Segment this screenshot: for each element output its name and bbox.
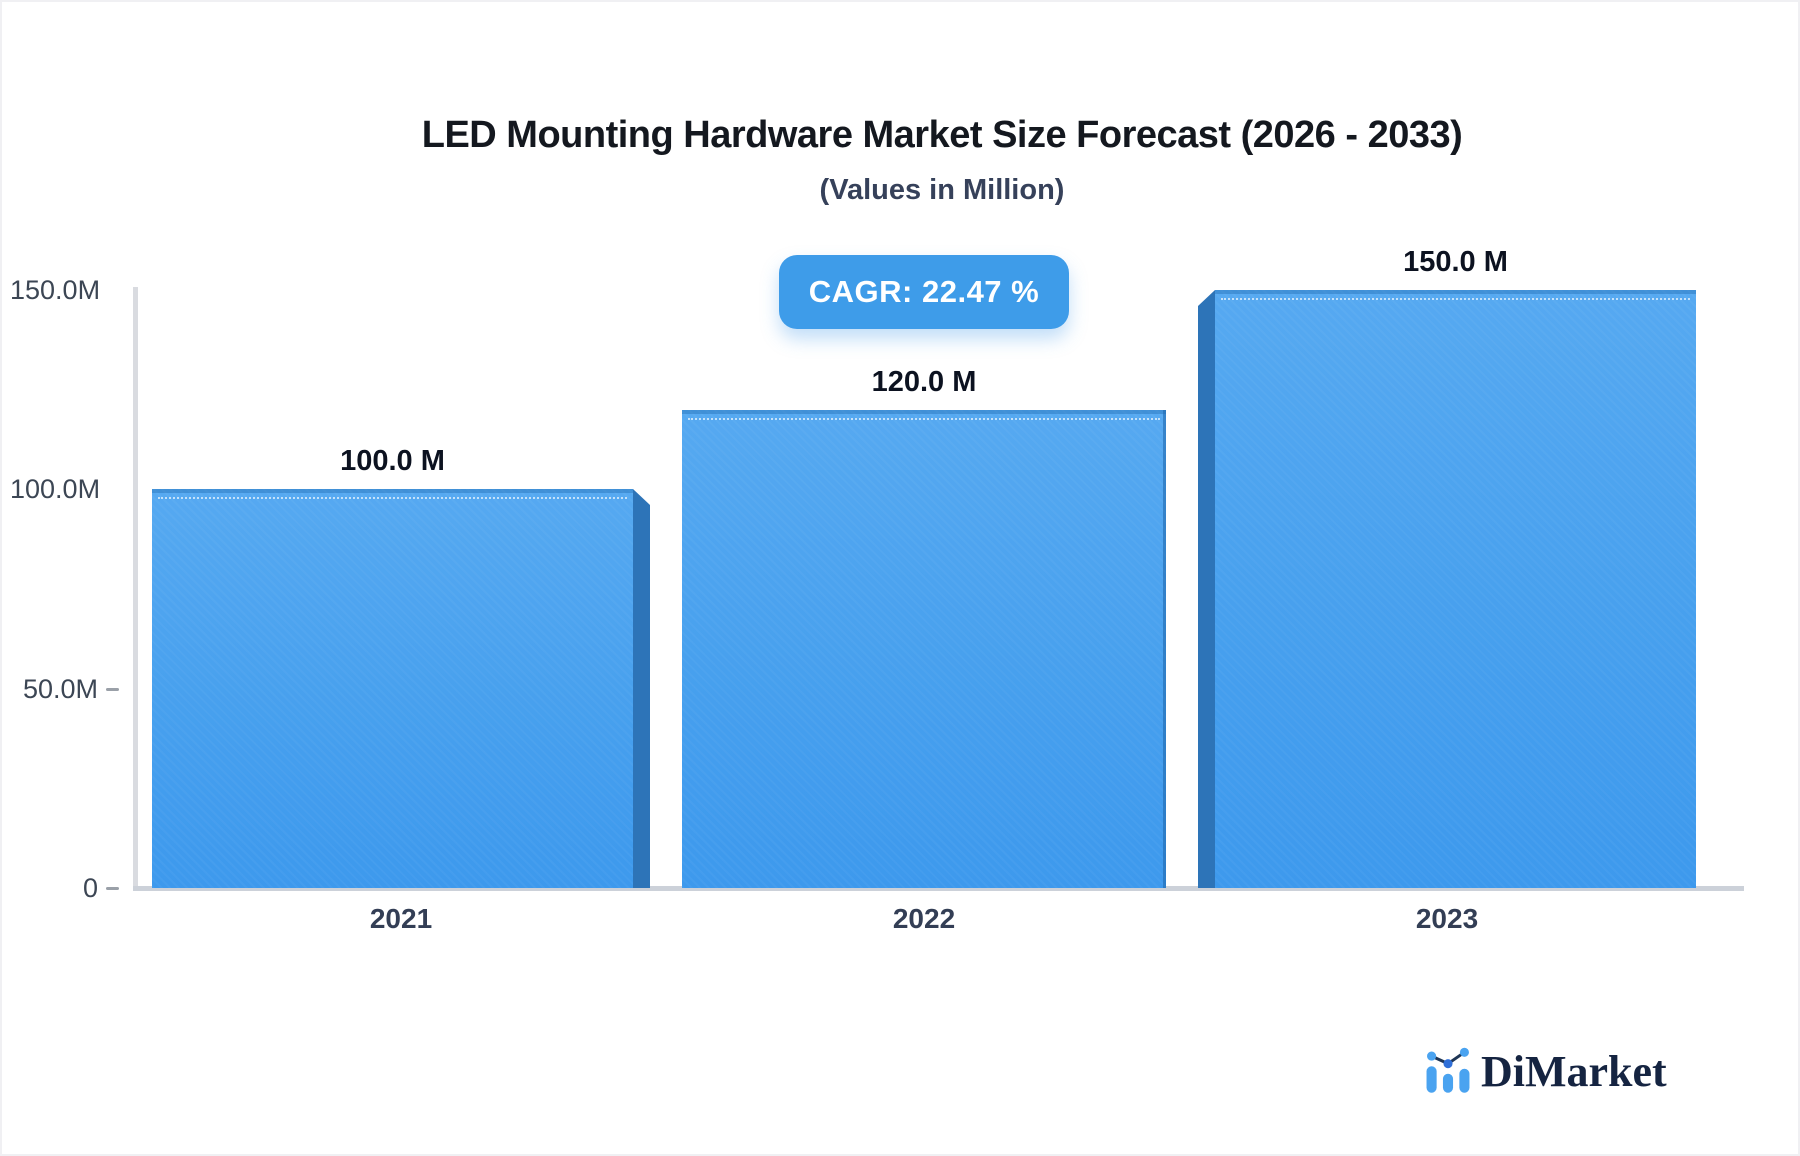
x-axis-tick-label: 2022 bbox=[892, 903, 956, 934]
y-axis-tick-mark bbox=[106, 887, 119, 890]
bar-line-chart-logo-icon bbox=[1426, 1047, 1470, 1093]
brand-logo: DiMarket bbox=[1425, 1046, 1667, 1094]
x-axis-tick-label: 2023 bbox=[1415, 903, 1479, 934]
chart-title: LED Mounting Hardware Market Size Foreca… bbox=[421, 114, 1463, 156]
bar-2021 bbox=[152, 489, 633, 888]
bar-value-label: 120.0 M bbox=[871, 366, 977, 398]
y-axis-tick-label: 150.0M bbox=[10, 275, 101, 305]
brand-name: DiMarket bbox=[1481, 1047, 1667, 1096]
y-axis-tick-label: 50.0M bbox=[22, 673, 98, 704]
bar-3d-side-2021 bbox=[633, 489, 650, 888]
y-axis-tick-label: 100.0M bbox=[10, 474, 101, 505]
bar-2023 bbox=[1215, 290, 1696, 888]
bar-top-dotted-line bbox=[158, 497, 627, 499]
bar-2022 bbox=[682, 410, 1166, 888]
bar-value-label: 100.0 M bbox=[340, 445, 445, 477]
bar-top-dotted-line bbox=[688, 418, 1160, 420]
y-axis-line bbox=[133, 287, 138, 888]
x-axis-line bbox=[133, 886, 1744, 891]
x-axis-tick-label: 2021 bbox=[369, 903, 433, 934]
y-axis-tick-label: 0 bbox=[82, 873, 98, 903]
bar-top-dotted-line bbox=[1221, 298, 1690, 300]
cagr-badge: CAGR: 22.47 % bbox=[779, 255, 1069, 329]
chart-subtitle: (Values in Million) bbox=[819, 174, 1065, 206]
y-axis-tick-mark bbox=[106, 687, 119, 691]
cagr-badge-label: CAGR: 22.47 % bbox=[808, 274, 1040, 309]
bar-value-label: 150.0 M bbox=[1403, 246, 1508, 278]
bar-3d-side-2023 bbox=[1198, 290, 1215, 888]
